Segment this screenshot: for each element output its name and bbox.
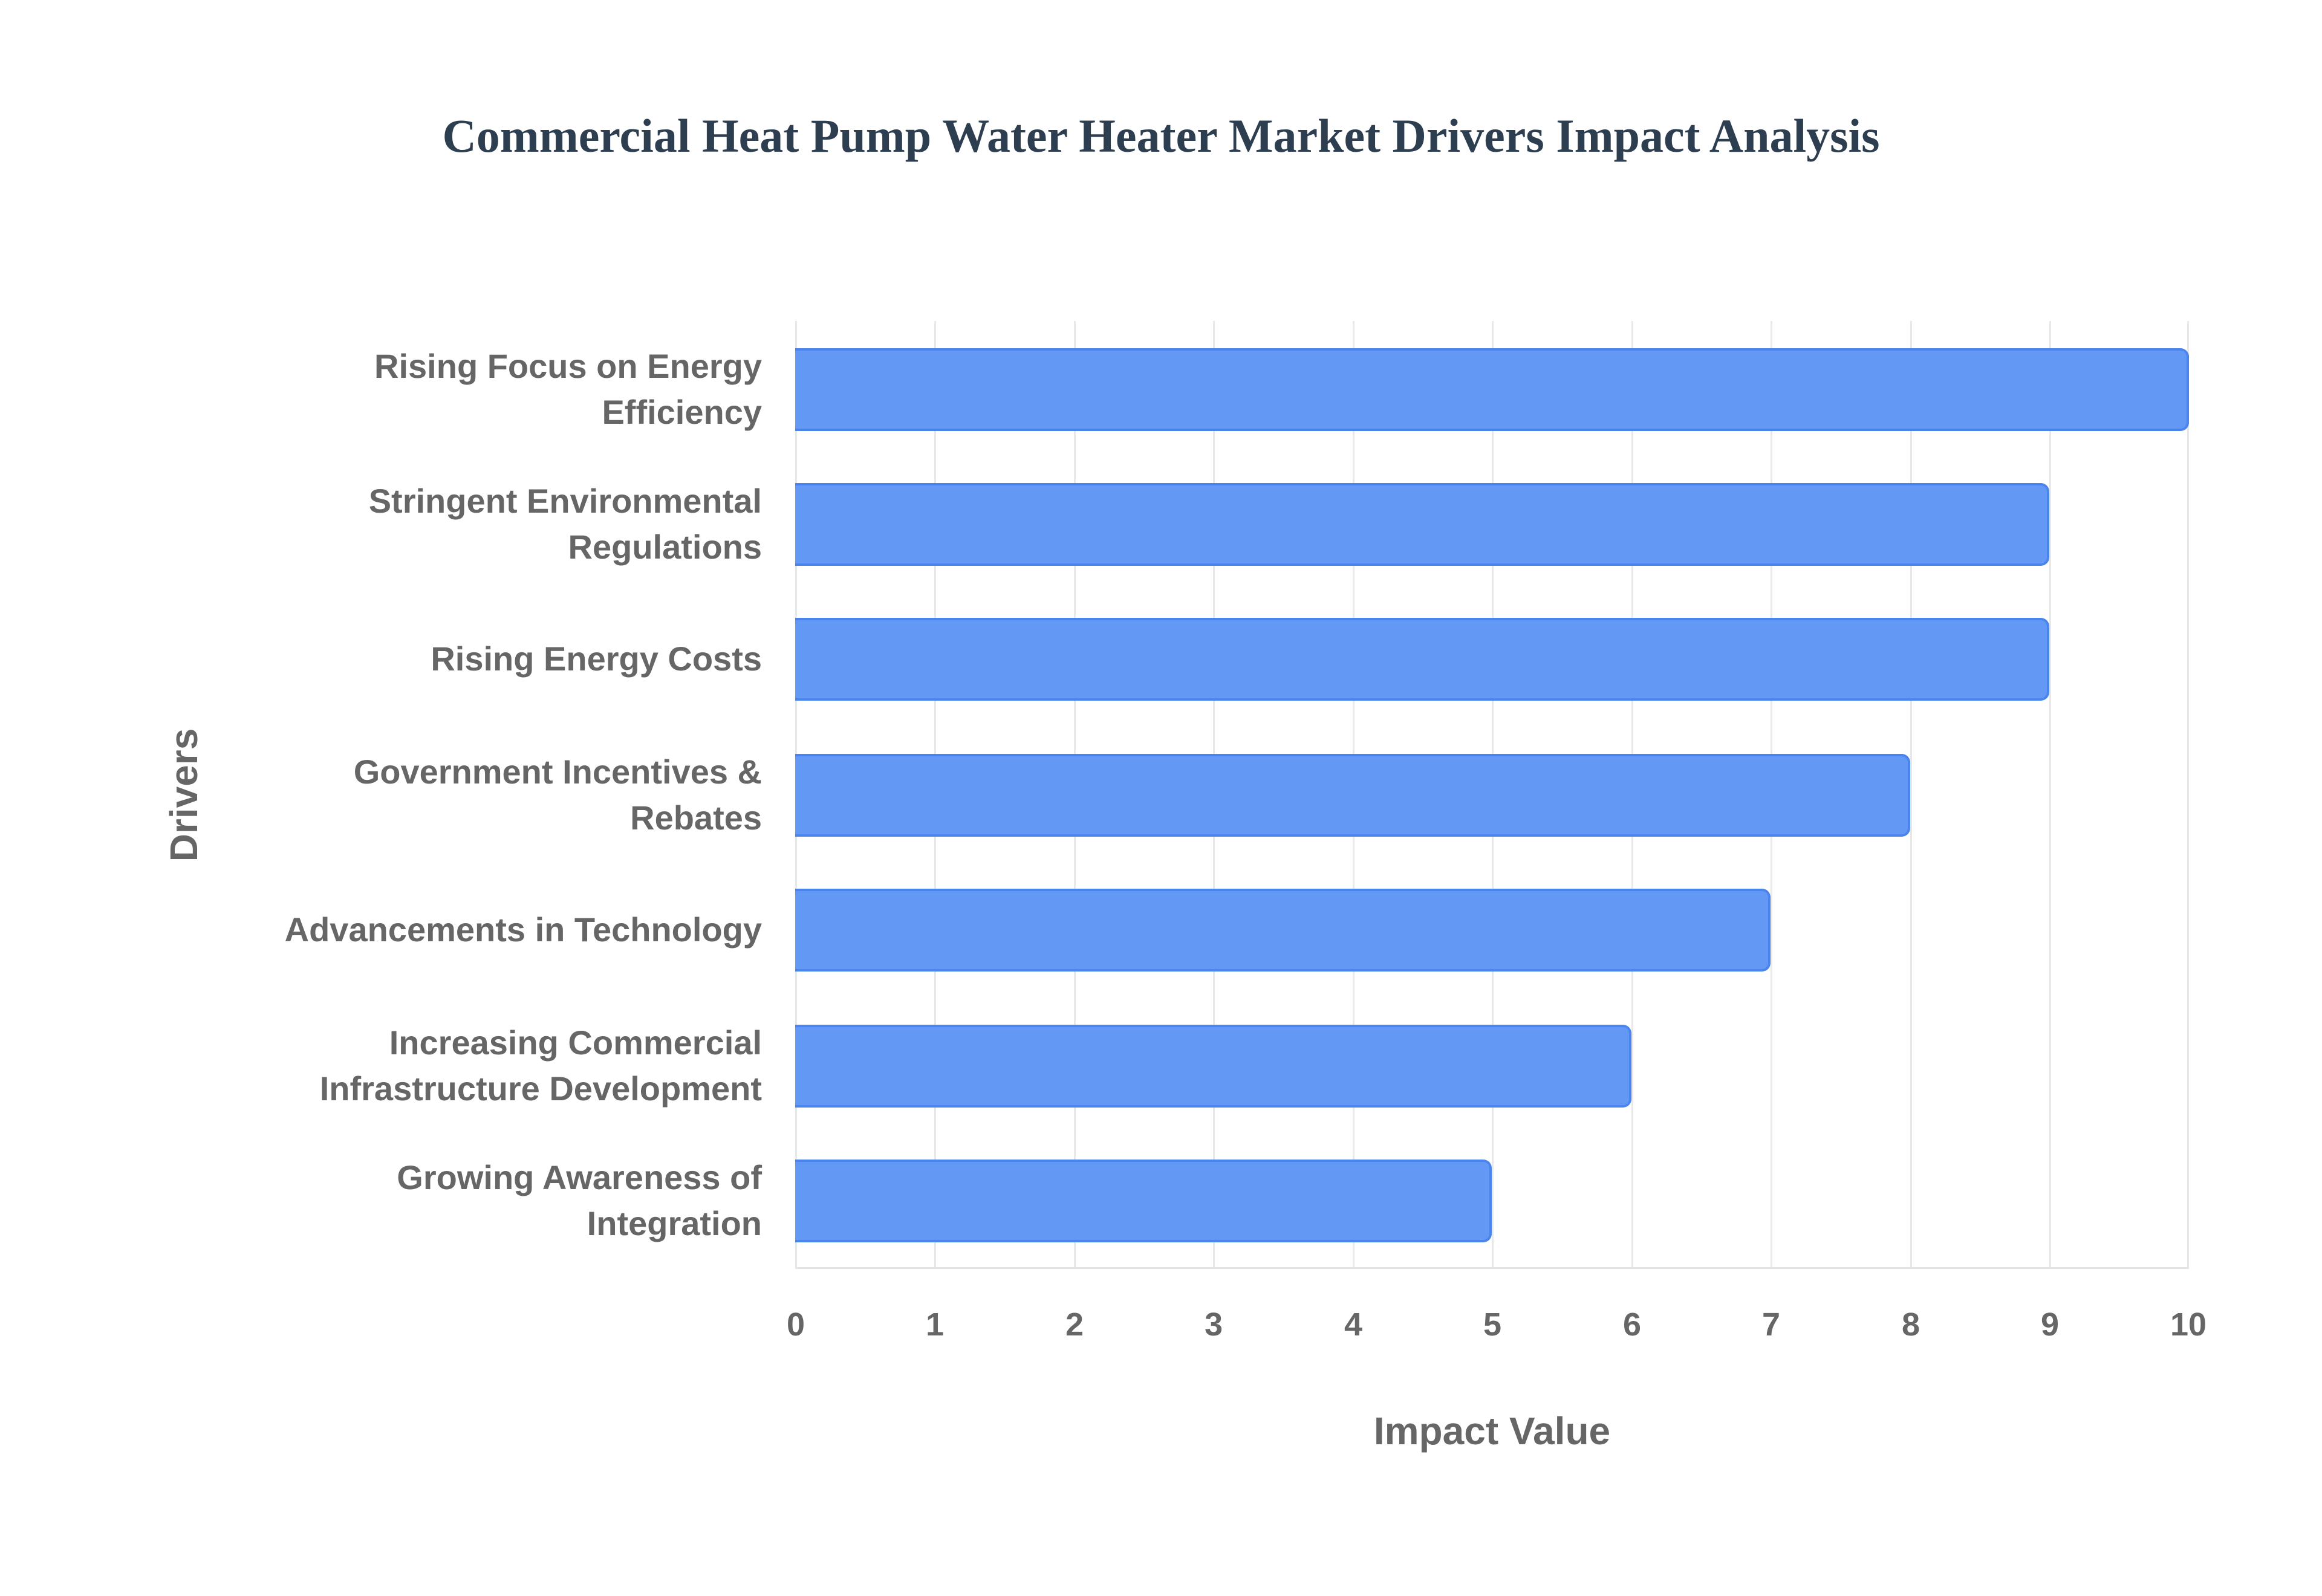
bar-stringent-environmental-regulations[interactable] [795, 483, 2049, 566]
bar-government-incentives-rebates[interactable] [795, 754, 1910, 837]
y-tick-label: Stringent Environmental Regulations [218, 478, 762, 570]
x-tick-label: 4 [1344, 1306, 1363, 1343]
gridline [2049, 321, 2051, 1269]
y-tick-label: Rising Energy Costs [218, 636, 762, 682]
bar-advancements-technology[interactable] [795, 889, 1771, 972]
x-tick-label: 5 [1483, 1306, 1502, 1343]
x-tick-label: 7 [1761, 1306, 1781, 1343]
y-tick-label: Advancements in Technology [218, 907, 762, 953]
x-axis-line [795, 1267, 2189, 1269]
label-line: Advancements in Technology [284, 910, 762, 949]
bar-rising-energy-costs[interactable] [795, 618, 2049, 701]
y-axis-title: Drivers [162, 728, 206, 862]
x-tick-label: 8 [1901, 1306, 1920, 1343]
x-tick-label: 2 [1065, 1306, 1084, 1343]
y-tick-label: Growing Awareness of Integration [218, 1155, 762, 1247]
x-tick-label: 3 [1204, 1306, 1223, 1343]
label-line: Government Incentives & [353, 753, 762, 791]
x-tick-label: 0 [786, 1306, 805, 1343]
label-line: Regulations [568, 528, 762, 566]
x-tick-label: 1 [925, 1306, 945, 1343]
label-line: Integration [587, 1204, 762, 1242]
x-tick-label: 10 [2170, 1306, 2207, 1343]
label-line: Rising Energy Costs [431, 640, 762, 678]
bar-rising-focus-energy-efficiency[interactable] [795, 348, 2189, 431]
bar-commercial-infrastructure[interactable] [795, 1025, 1631, 1108]
chart-title: Commercial Heat Pump Water Heater Market… [442, 109, 1880, 162]
label-line: Growing Awareness of [397, 1158, 762, 1196]
x-tick-label: 6 [1622, 1306, 1642, 1343]
plot-area [795, 321, 2189, 1269]
label-line: Increasing Commercial [389, 1023, 762, 1062]
gridline [2187, 321, 2189, 1269]
gridline [1910, 321, 1912, 1269]
label-line: Rebates [630, 799, 762, 837]
bar-awareness-integration[interactable] [795, 1160, 1492, 1242]
label-line: Efficiency [602, 393, 762, 431]
label-line: Stringent Environmental [368, 482, 762, 520]
y-tick-label: Increasing Commercial Infrastructure Dev… [218, 1020, 762, 1112]
x-tick-label: 9 [2040, 1306, 2060, 1343]
y-tick-label: Rising Focus on Energy Efficiency [218, 343, 762, 435]
x-axis-title: Impact Value [1373, 1409, 1611, 1453]
label-line: Rising Focus on Energy [374, 347, 762, 385]
y-tick-label: Government Incentives & Rebates [218, 749, 762, 841]
label-line: Infrastructure Development [319, 1069, 762, 1108]
